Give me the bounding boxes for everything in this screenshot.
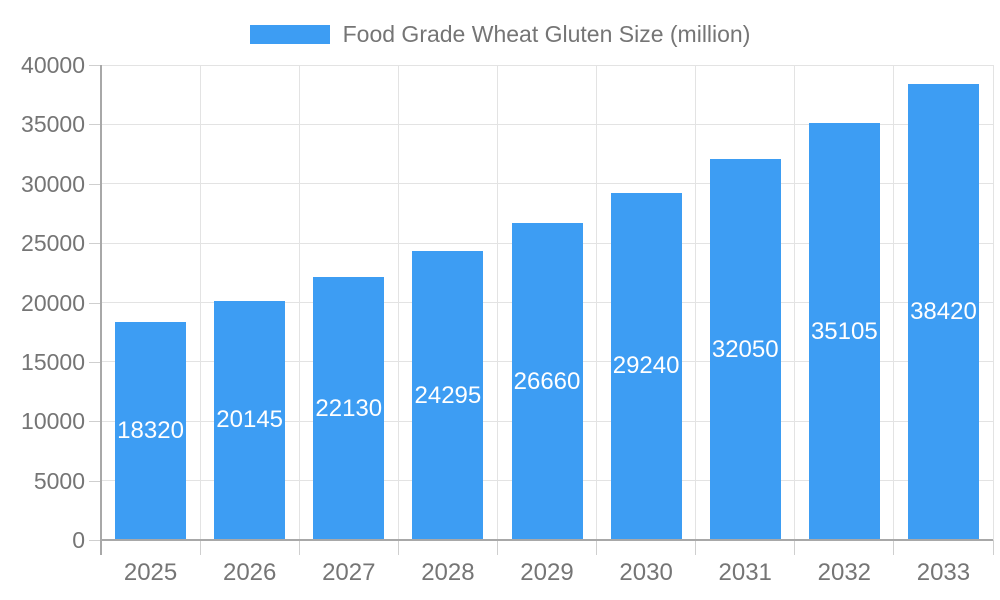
- x-tick: [298, 540, 300, 555]
- y-tick: [89, 124, 101, 126]
- bar-value-label: 22130: [315, 394, 383, 422]
- bar: 20145: [214, 300, 286, 540]
- x-tick: [199, 540, 201, 555]
- v-gridline: [199, 65, 201, 540]
- bar: 32050: [709, 159, 781, 540]
- v-gridline: [496, 65, 498, 540]
- bar-value-label: 35105: [810, 317, 878, 345]
- plot-area: 18320 20145 22130 24295 26660 29240 32050 35105…: [101, 64, 994, 540]
- y-axis-tick-label: 40000: [21, 52, 85, 78]
- y-axis-tick-label: 35000: [21, 111, 85, 138]
- v-gridline: [397, 65, 399, 540]
- y-tick: [89, 183, 101, 185]
- v-gridline: [695, 65, 697, 540]
- h-gridline: [101, 183, 993, 185]
- y-tick: [89, 302, 101, 304]
- y-axis-tick-label: 30000: [21, 170, 85, 197]
- y-tick: [89, 361, 101, 363]
- x-axis-tick-label: 2031: [718, 559, 772, 586]
- v-gridline: [596, 65, 598, 540]
- legend-swatch: [249, 24, 330, 44]
- y-tick: [89, 421, 101, 423]
- bar-value-label: 26660: [513, 367, 581, 395]
- x-axis-tick-label: 2029: [520, 559, 574, 586]
- bar: 22130: [313, 277, 385, 540]
- x-axis-tick-label: 2033: [916, 559, 971, 586]
- y-tick: [89, 540, 101, 541]
- x-tick: [992, 540, 994, 555]
- x-tick: [496, 540, 498, 555]
- bar: 24295: [412, 251, 484, 540]
- x-axis-tick-label: 2032: [817, 559, 872, 586]
- y-axis-tick-label: 0: [72, 527, 85, 553]
- bar: 26660: [511, 223, 583, 540]
- x-axis-tick-label: 2030: [619, 559, 673, 586]
- y-axis-line: [100, 65, 102, 555]
- x-axis-tick-label: 2027: [322, 559, 376, 586]
- bar-value-label: 18320: [117, 417, 184, 445]
- x-tick: [397, 540, 399, 555]
- legend-item[interactable]: Food Grade Wheat Gluten Size (million): [0, 18, 1000, 50]
- x-tick: [695, 540, 697, 555]
- bar-value-label: 20145: [216, 406, 284, 434]
- bar-value-label: 29240: [612, 352, 680, 380]
- bar: 18320: [115, 322, 187, 540]
- x-axis-tick-label: 2028: [421, 559, 475, 586]
- bar-value-label: 24295: [414, 381, 482, 409]
- h-gridline: [101, 123, 993, 125]
- h-gridline: [101, 64, 993, 66]
- y-axis-tick-label: 25000: [21, 230, 85, 257]
- v-gridline: [794, 65, 796, 540]
- x-tick: [794, 540, 796, 555]
- v-gridline: [992, 65, 994, 540]
- y-axis-tick-label: 20000: [21, 289, 85, 316]
- bar: 35105: [808, 123, 880, 540]
- y-tick: [89, 480, 101, 482]
- x-axis-tick-label: 2025: [123, 559, 178, 586]
- x-axis-line: [101, 539, 993, 541]
- bar: 29240: [610, 192, 682, 540]
- bar-value-label: 38420: [910, 297, 977, 325]
- y-tick: [89, 243, 101, 245]
- v-gridline: [893, 65, 895, 540]
- y-axis-tick-label: 15000: [21, 348, 85, 375]
- legend-label: Food Grade Wheat Gluten Size (million): [342, 21, 751, 47]
- bar: 38420: [907, 83, 979, 540]
- x-axis-tick-label: 2026: [222, 559, 277, 586]
- y-tick: [89, 65, 101, 66]
- bar-value-label: 32050: [711, 335, 779, 363]
- y-axis-tick-label: 10000: [21, 408, 85, 435]
- v-gridline: [298, 65, 300, 540]
- x-tick: [596, 540, 598, 555]
- x-tick: [893, 540, 895, 555]
- y-axis-tick-label: 5000: [33, 467, 85, 494]
